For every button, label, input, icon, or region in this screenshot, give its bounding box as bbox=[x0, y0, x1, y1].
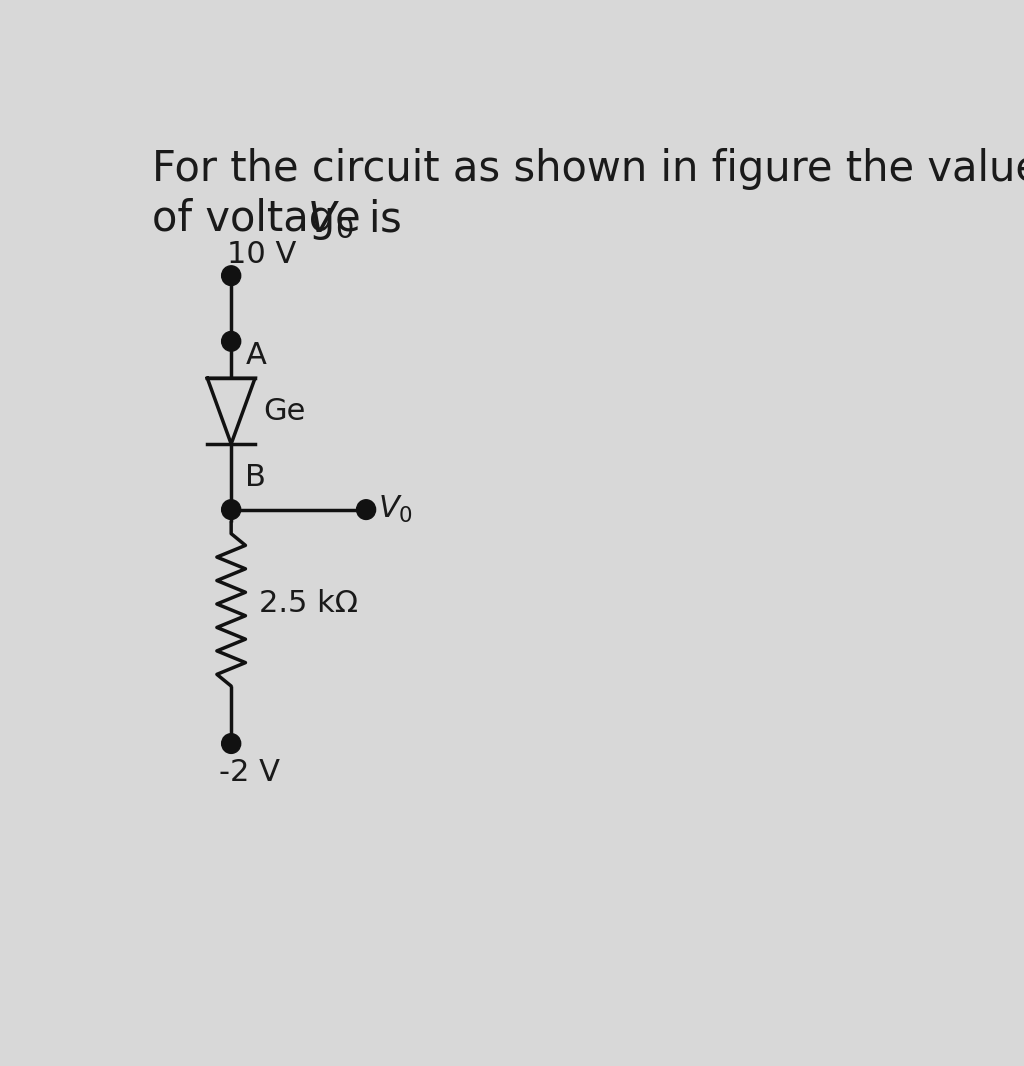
Circle shape bbox=[356, 500, 376, 519]
Text: A: A bbox=[246, 341, 266, 370]
Text: -2 V: -2 V bbox=[219, 758, 281, 788]
Text: Ge: Ge bbox=[263, 397, 305, 425]
Circle shape bbox=[221, 265, 241, 286]
Text: B: B bbox=[246, 463, 266, 491]
Circle shape bbox=[221, 733, 241, 754]
Text: $V_0$ is: $V_0$ is bbox=[306, 197, 401, 241]
Text: of voltage: of voltage bbox=[152, 197, 374, 240]
Text: $V_0$: $V_0$ bbox=[378, 494, 413, 526]
Text: 2.5 kΩ: 2.5 kΩ bbox=[259, 589, 358, 618]
Circle shape bbox=[221, 500, 241, 519]
Circle shape bbox=[221, 332, 241, 351]
Text: For the circuit as shown in figure the value: For the circuit as shown in figure the v… bbox=[152, 148, 1024, 191]
Text: 10 V: 10 V bbox=[227, 240, 297, 269]
